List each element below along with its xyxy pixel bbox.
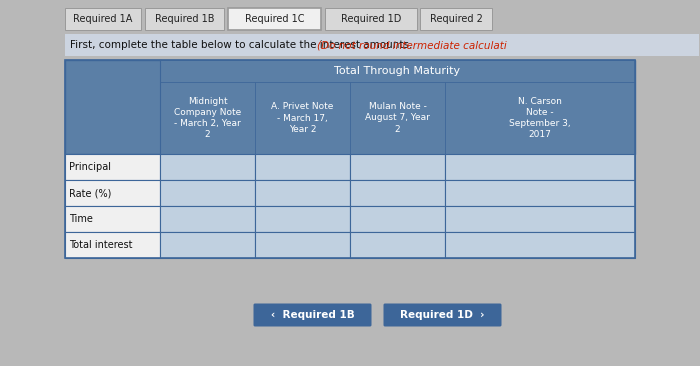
Bar bbox=[445, 82, 635, 154]
Text: (Do not round intermediate calculati: (Do not round intermediate calculati bbox=[316, 40, 506, 50]
Bar bbox=[160, 206, 255, 232]
Text: Principal: Principal bbox=[69, 162, 111, 172]
Text: Midnight
Company Note
- March 2, Year
2: Midnight Company Note - March 2, Year 2 bbox=[174, 97, 241, 139]
Text: Time: Time bbox=[69, 214, 93, 224]
Bar bbox=[445, 232, 635, 258]
Bar bbox=[255, 154, 350, 180]
Bar bbox=[160, 232, 255, 258]
Bar bbox=[228, 8, 321, 30]
Text: Rate (%): Rate (%) bbox=[69, 188, 111, 198]
Bar bbox=[145, 8, 224, 30]
Bar bbox=[445, 180, 635, 206]
FancyBboxPatch shape bbox=[384, 303, 501, 326]
Bar bbox=[65, 60, 635, 258]
Bar bbox=[65, 232, 160, 258]
Bar bbox=[350, 206, 445, 232]
Bar bbox=[65, 60, 635, 154]
Text: Required 1D  ›: Required 1D › bbox=[400, 310, 484, 320]
Text: Total Through Maturity: Total Through Maturity bbox=[335, 66, 461, 76]
Text: ‹  Required 1B: ‹ Required 1B bbox=[271, 310, 354, 320]
Text: Mulan Note -
August 7, Year
2: Mulan Note - August 7, Year 2 bbox=[365, 102, 430, 134]
Bar bbox=[420, 8, 492, 30]
Text: Required 1C: Required 1C bbox=[245, 14, 304, 24]
Bar bbox=[65, 34, 699, 56]
Bar bbox=[350, 82, 445, 154]
Text: Required 2: Required 2 bbox=[430, 14, 482, 24]
Bar bbox=[65, 154, 160, 180]
Bar bbox=[445, 154, 635, 180]
Text: Total interest: Total interest bbox=[69, 240, 132, 250]
Bar bbox=[445, 206, 635, 232]
Text: First, complete the table below to calculate the interest amounts.: First, complete the table below to calcu… bbox=[70, 40, 416, 50]
Bar bbox=[65, 206, 160, 232]
Bar bbox=[350, 232, 445, 258]
Text: N. Carson
Note -
September 3,
2017: N. Carson Note - September 3, 2017 bbox=[509, 97, 570, 139]
Bar bbox=[65, 180, 160, 206]
Text: A. Privet Note
- March 17,
Year 2: A. Privet Note - March 17, Year 2 bbox=[272, 102, 334, 134]
Bar bbox=[255, 180, 350, 206]
Bar bbox=[255, 206, 350, 232]
Bar bbox=[65, 8, 141, 30]
Bar bbox=[255, 82, 350, 154]
Bar bbox=[160, 82, 255, 154]
Bar bbox=[255, 232, 350, 258]
Bar bbox=[160, 60, 635, 82]
Bar bbox=[160, 180, 255, 206]
Text: Required 1D: Required 1D bbox=[341, 14, 401, 24]
Bar bbox=[350, 154, 445, 180]
FancyBboxPatch shape bbox=[253, 303, 372, 326]
Bar bbox=[325, 8, 417, 30]
Bar bbox=[160, 154, 255, 180]
Text: Required 1B: Required 1B bbox=[155, 14, 214, 24]
Bar bbox=[350, 180, 445, 206]
Text: Required 1A: Required 1A bbox=[74, 14, 133, 24]
